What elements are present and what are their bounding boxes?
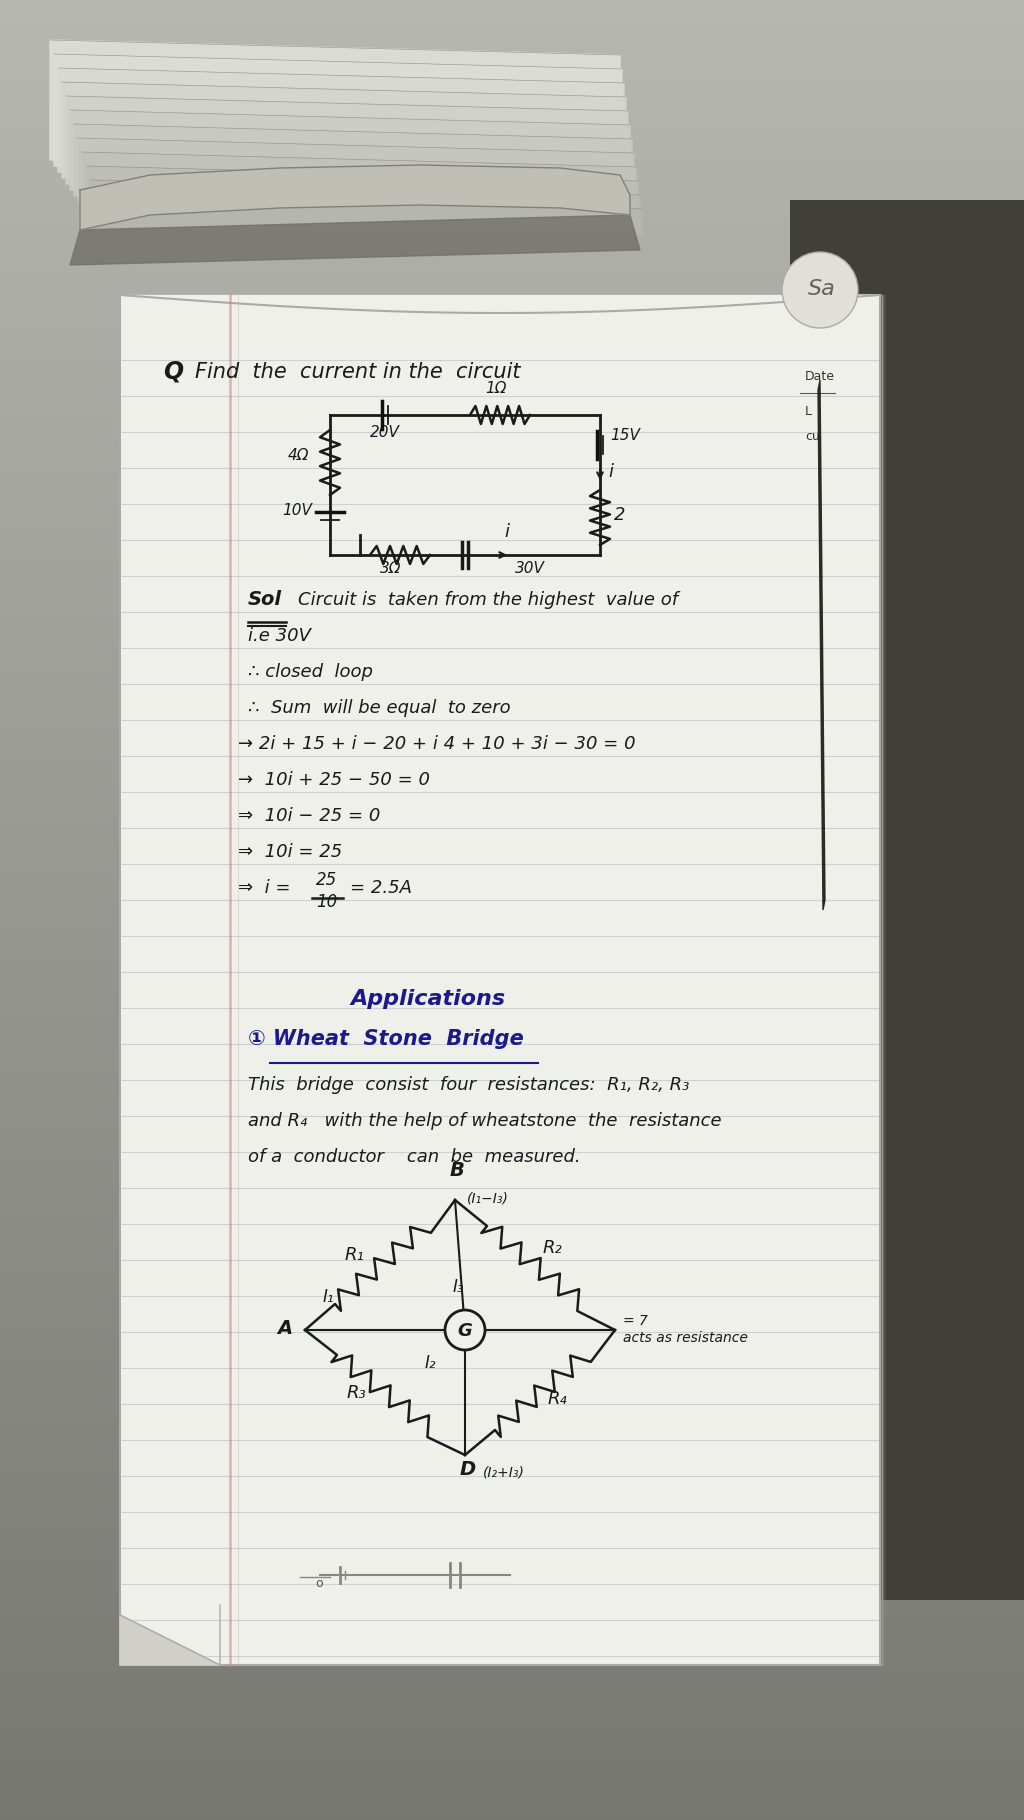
- Circle shape: [782, 251, 858, 328]
- FancyBboxPatch shape: [120, 295, 880, 1665]
- Text: ① Wheat  Stone  Bridge: ① Wheat Stone Bridge: [248, 1028, 523, 1048]
- Text: 25: 25: [316, 872, 337, 888]
- Text: 20V: 20V: [370, 426, 400, 440]
- Polygon shape: [818, 380, 825, 910]
- FancyBboxPatch shape: [790, 200, 1024, 1600]
- Text: Sol: Sol: [248, 590, 282, 610]
- Polygon shape: [58, 67, 624, 182]
- Text: Date: Date: [805, 369, 835, 382]
- Text: G: G: [457, 1321, 472, 1340]
- Text: B: B: [450, 1161, 465, 1179]
- Polygon shape: [74, 124, 632, 206]
- Text: R₁: R₁: [345, 1247, 365, 1265]
- Text: Applications: Applications: [350, 988, 505, 1008]
- Text: ∴  Sum  will be equal  to zero: ∴ Sum will be equal to zero: [248, 699, 511, 717]
- Text: ⇒  10i = 25: ⇒ 10i = 25: [238, 843, 342, 861]
- Text: Sa: Sa: [808, 278, 836, 298]
- Text: of a  conductor    can  be  measured.: of a conductor can be measured.: [248, 1148, 581, 1167]
- Text: R₄: R₄: [548, 1390, 567, 1409]
- Text: = 2.5A: = 2.5A: [350, 879, 412, 897]
- Text: → 2i + 15 + i − 20 + i 4 + 10 + 3i − 30 = 0: → 2i + 15 + i − 20 + i 4 + 10 + 3i − 30 …: [238, 735, 636, 753]
- Text: ∴ closed  loop: ∴ closed loop: [248, 662, 373, 681]
- Polygon shape: [86, 166, 638, 224]
- Text: →  10i + 25 − 50 = 0: → 10i + 25 − 50 = 0: [238, 772, 430, 790]
- Text: This  bridge  consist  four  resistances:  R₁, R₂, R₃: This bridge consist four resistances: R₁…: [248, 1076, 689, 1094]
- Polygon shape: [66, 96, 628, 195]
- Text: 3Ω: 3Ω: [380, 561, 401, 575]
- Polygon shape: [78, 138, 634, 211]
- Text: L: L: [805, 406, 812, 419]
- Text: ⇒  i =: ⇒ i =: [238, 879, 291, 897]
- Polygon shape: [120, 1614, 220, 1665]
- Text: (I₂+I₃): (I₂+I₃): [483, 1465, 525, 1480]
- Text: i.e 30V: i.e 30V: [248, 628, 311, 644]
- Text: i: i: [504, 522, 509, 541]
- Text: ⇒  10i − 25 = 0: ⇒ 10i − 25 = 0: [238, 806, 380, 824]
- Polygon shape: [50, 40, 620, 169]
- Text: i: i: [608, 462, 613, 480]
- Text: Circuit is  taken from the highest  value of: Circuit is taken from the highest value …: [298, 592, 678, 610]
- Text: acts as resistance: acts as resistance: [623, 1330, 748, 1345]
- Text: o: o: [315, 1576, 323, 1591]
- Polygon shape: [70, 109, 630, 200]
- Text: R₃: R₃: [347, 1383, 367, 1401]
- Text: D: D: [460, 1460, 476, 1480]
- Text: I₁: I₁: [323, 1289, 335, 1307]
- Text: 2: 2: [614, 506, 626, 524]
- Text: cu: cu: [805, 430, 820, 442]
- Text: = 7: = 7: [623, 1314, 648, 1329]
- Polygon shape: [82, 153, 636, 218]
- Text: 10: 10: [316, 894, 337, 912]
- Text: (I₁−I₃): (I₁−I₃): [467, 1190, 509, 1205]
- Polygon shape: [80, 166, 630, 229]
- Text: Q: Q: [163, 359, 183, 382]
- Text: 15V: 15V: [610, 428, 640, 442]
- Polygon shape: [62, 82, 626, 187]
- Text: I₂: I₂: [425, 1354, 436, 1372]
- Text: and R₄   with the help of wheatstone  the  resistance: and R₄ with the help of wheatstone the r…: [248, 1112, 722, 1130]
- Text: Find  the  current in the  circuit: Find the current in the circuit: [195, 362, 520, 382]
- Polygon shape: [94, 195, 642, 237]
- Text: 1Ω: 1Ω: [485, 380, 507, 397]
- Polygon shape: [70, 215, 640, 266]
- Text: R₂: R₂: [543, 1239, 563, 1258]
- Text: 30V: 30V: [515, 561, 545, 575]
- Circle shape: [445, 1310, 485, 1350]
- Text: A: A: [278, 1320, 292, 1338]
- Text: 4Ω: 4Ω: [288, 448, 309, 462]
- Text: I₃: I₃: [453, 1278, 465, 1296]
- Text: 10V: 10V: [282, 502, 312, 519]
- Polygon shape: [54, 55, 622, 177]
- Polygon shape: [90, 180, 640, 229]
